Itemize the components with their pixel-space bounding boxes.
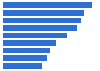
Bar xyxy=(3,18,81,23)
Bar xyxy=(3,10,84,15)
Bar xyxy=(3,2,92,8)
Bar xyxy=(3,25,77,31)
Bar xyxy=(3,40,56,46)
Bar xyxy=(3,33,67,38)
Bar xyxy=(3,48,50,53)
Bar xyxy=(3,56,47,61)
Bar xyxy=(3,63,42,69)
